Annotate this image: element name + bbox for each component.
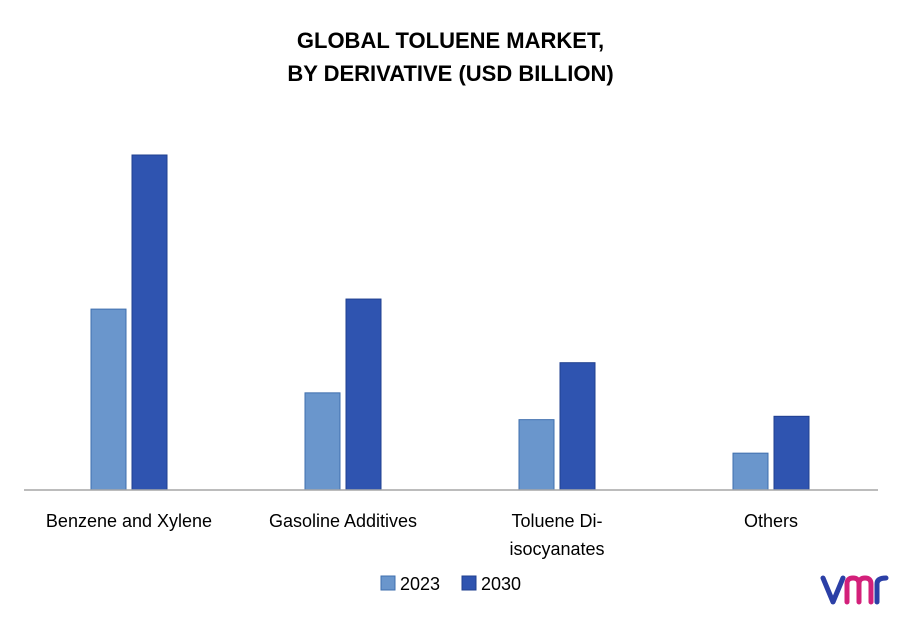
category-label-1: Gasoline Additives [269, 511, 417, 531]
bar-2030-1 [345, 298, 382, 491]
category-label-3: Others [744, 511, 798, 531]
vmr-logo-icon [820, 575, 889, 605]
bar-2030-3 [773, 415, 810, 491]
legend-label-2023: 2023 [400, 574, 440, 594]
bar-2023-1 [304, 392, 341, 491]
category-label-2: Toluene Di-isocyanates [509, 511, 604, 559]
legend-swatch-2030 [461, 575, 477, 591]
category-label-line: Toluene Di- [511, 511, 602, 531]
chart-title-line-2: BY DERIVATIVE (USD BILLION) [287, 61, 614, 86]
bar-2030-0 [131, 154, 168, 491]
category-label-0: Benzene and Xylene [46, 511, 212, 531]
legend: 2023 2030 [380, 574, 521, 594]
chart-title-line-1: GLOBAL TOLUENE MARKET, [296, 28, 605, 53]
bars-group [90, 154, 810, 491]
legend-swatch-2023 [380, 575, 396, 591]
category-labels: Benzene and Xylene Gasoline Additives Tolu… [46, 511, 798, 559]
bar-2023-2 [518, 419, 555, 491]
bar-2023-0 [90, 308, 127, 491]
bar-2023-3 [732, 452, 769, 491]
chart-title: GLOBAL TOLUENE MARKET, BY DERIVATIVE (US… [0, 24, 901, 90]
legend-label-2030: 2030 [481, 574, 521, 594]
category-label-line: Others [744, 511, 798, 531]
category-label-line: isocyanates [509, 539, 604, 559]
bar-2030-2 [559, 362, 596, 491]
category-label-line: Benzene and Xylene [46, 511, 212, 531]
category-label-line: Gasoline Additives [269, 511, 417, 531]
